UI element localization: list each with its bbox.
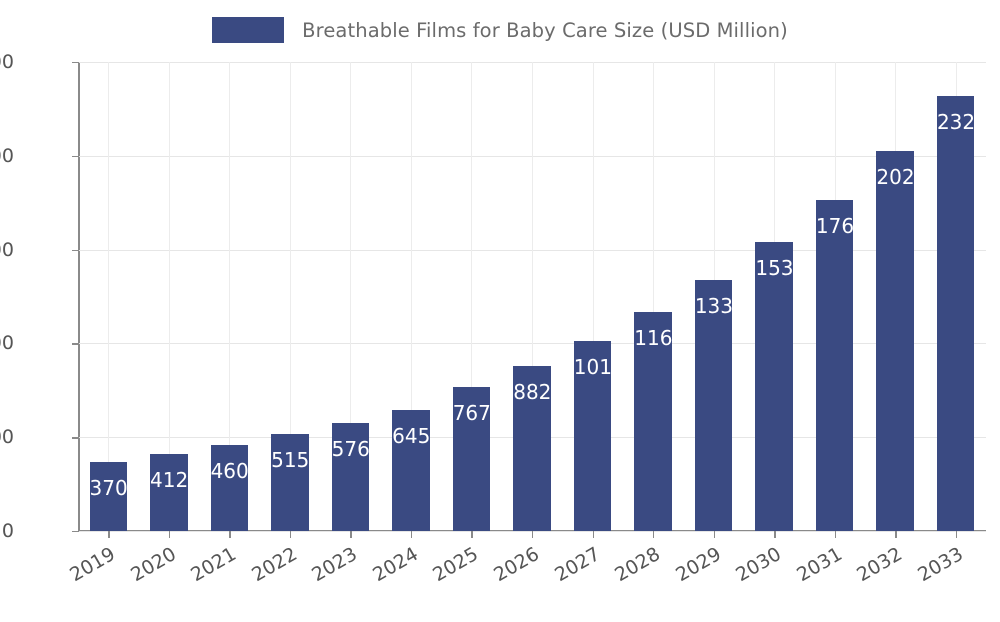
- x-axis-tick-mark: [289, 531, 292, 538]
- chart-legend: Breathable Films for Baby Care Size (USD…: [0, 10, 1000, 50]
- bar[interactable]: [271, 434, 309, 531]
- gridline-vertical: [168, 62, 170, 531]
- y-axis-tick-mark: [72, 249, 79, 251]
- bar[interactable]: [634, 312, 672, 531]
- x-axis-tick-mark: [592, 531, 594, 538]
- legend-label: Breathable Films for Baby Care Size (USD…: [302, 18, 788, 42]
- bar[interactable]: [150, 453, 188, 531]
- gridline-vertical: [229, 62, 231, 531]
- y-axis-tick-mark: [72, 343, 79, 345]
- bar[interactable]: [513, 365, 551, 531]
- y-axis-tick-mark: [72, 62, 79, 64]
- x-axis-tick-mark: [108, 531, 110, 538]
- y-axis-tick-label: 0: [1, 520, 14, 542]
- y-axis-tick-label: 5000: [0, 426, 14, 449]
- bar[interactable]: [392, 410, 430, 531]
- x-axis-tick-mark: [471, 531, 473, 538]
- bar[interactable]: [89, 461, 128, 531]
- x-axis-tick-mark: [410, 531, 413, 538]
- x-axis-tick-mark: [168, 531, 171, 538]
- gridline-vertical: [471, 62, 473, 531]
- bar[interactable]: [210, 444, 249, 531]
- x-axis-tick-mark: [653, 531, 655, 538]
- chart-root: Breathable Films for Baby Care Size (USD…: [0, 10, 1000, 586]
- x-axis-tick-mark: [895, 531, 897, 538]
- gridline-vertical: [653, 62, 655, 531]
- bar[interactable]: [755, 242, 793, 531]
- gridline-vertical: [532, 62, 533, 531]
- y-axis-tick-mark: [72, 437, 79, 439]
- x-axis-tick-mark: [229, 531, 231, 538]
- bar[interactable]: [694, 279, 733, 531]
- gridline-vertical: [350, 62, 352, 531]
- y-axis-tick-label: 15000: [0, 238, 14, 261]
- bar[interactable]: [936, 95, 975, 531]
- y-axis-tick-label: 10000: [0, 332, 14, 355]
- y-axis-tick-label: 20000: [0, 144, 14, 167]
- x-axis-tick-mark: [774, 531, 776, 538]
- gridline-vertical: [410, 62, 412, 531]
- bar[interactable]: [573, 340, 612, 531]
- bar[interactable]: [815, 199, 854, 531]
- gridline-vertical: [289, 62, 291, 531]
- x-axis-tick-mark: [955, 531, 958, 538]
- bar[interactable]: [876, 151, 914, 531]
- y-axis-tick-mark: [72, 155, 79, 158]
- gridline-vertical: [592, 62, 594, 531]
- bar[interactable]: [452, 387, 491, 531]
- x-axis-tick-mark: [834, 531, 837, 538]
- y-axis-tick-label: 25000: [0, 51, 14, 73]
- x-axis-tick-mark: [713, 531, 715, 538]
- bar[interactable]: [331, 422, 370, 531]
- x-axis-tick-mark: [350, 531, 352, 538]
- gridline-vertical: [108, 62, 110, 531]
- y-axis-tick-mark: [72, 531, 79, 533]
- legend-color-swatch: [212, 17, 285, 43]
- y-axis-spine: [78, 62, 80, 531]
- x-axis-tick-mark: [532, 531, 534, 538]
